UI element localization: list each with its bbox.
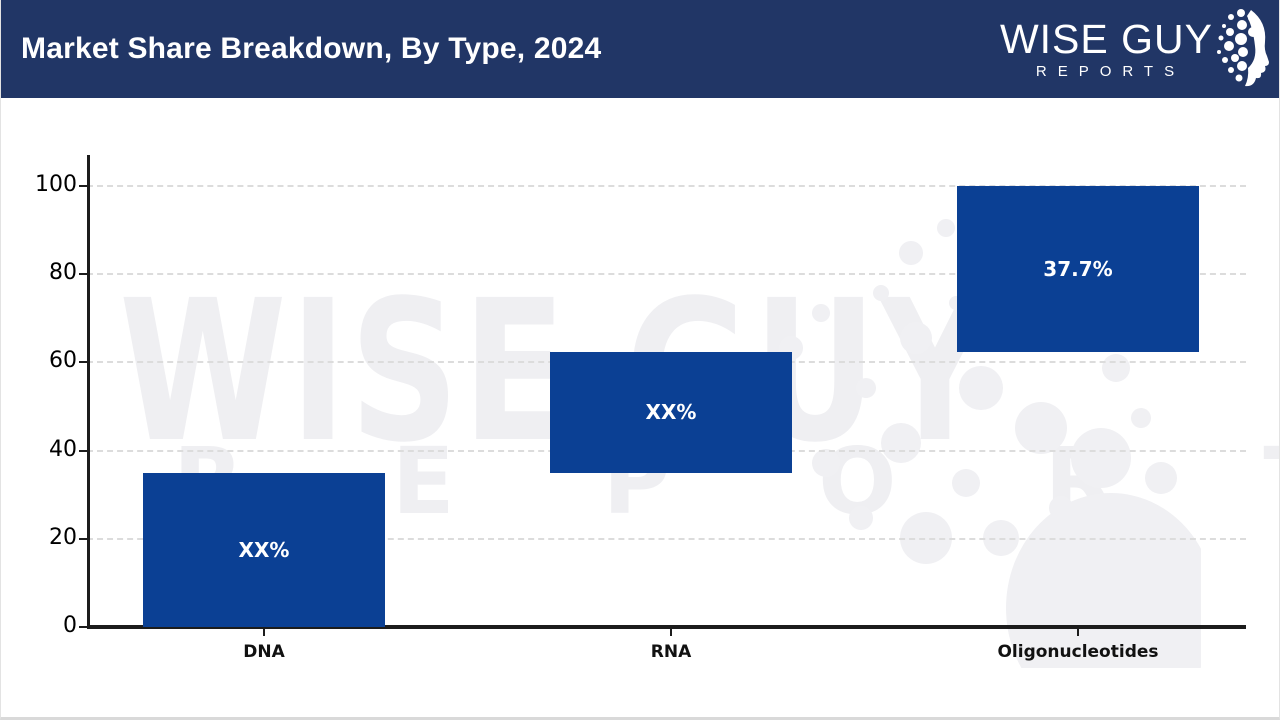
y-axis-line (87, 155, 90, 629)
y-tick-mark (79, 361, 87, 364)
y-tick-label: 20 (49, 524, 77, 550)
y-tick-label: 40 (49, 436, 77, 462)
page-title: Market Share Breakdown, By Type, 2024 (21, 32, 602, 65)
y-tick-mark (79, 626, 87, 628)
y-tick-label: 80 (49, 260, 77, 286)
bar-value-label: XX% (238, 537, 290, 562)
gridline-y-20 (87, 537, 1246, 540)
chart-area: WISE GUY R E P O R T S 020406080100XX%DN… (1, 98, 1279, 717)
y-tick-mark (79, 185, 87, 187)
y-tick-mark (79, 273, 87, 276)
x-tick-mark (263, 629, 265, 636)
y-tick-label: 0 (63, 613, 77, 638)
y-tick-label: 60 (49, 348, 77, 374)
bar-RNA (550, 352, 792, 473)
x-category-label: RNA (650, 642, 692, 662)
header-bar: Market Share Breakdown, By Type, 2024 WI… (1, 0, 1279, 98)
bar-DNA (143, 472, 385, 627)
x-category-label: DNA (243, 642, 285, 662)
bar-Oligonucleotides (957, 186, 1199, 353)
gridline-y-100 (87, 185, 1246, 187)
x-axis-line (87, 625, 1246, 629)
bar-value-label: 37.7% (1043, 257, 1113, 282)
brand-logo: WISE GUY REPORTS (1000, 8, 1269, 90)
y-tick-mark (79, 537, 87, 540)
watermark-head-icon (779, 218, 1201, 668)
bar-value-label: XX% (645, 400, 697, 425)
x-tick-mark (1077, 629, 1079, 636)
gridline-y-80 (87, 273, 1246, 276)
x-tick-mark (670, 629, 672, 636)
logo-wordmark-main: WISE GUY (999, 16, 1213, 62)
logo-wordmark-sub: REPORTS (1035, 63, 1186, 80)
logo-head-icon (1217, 9, 1269, 87)
y-tick-mark (79, 449, 87, 452)
x-category-label: Oligonucleotides (997, 642, 1159, 662)
y-tick-label: 100 (35, 172, 77, 197)
logo-wordmark: WISE GUY REPORTS (999, 16, 1213, 80)
